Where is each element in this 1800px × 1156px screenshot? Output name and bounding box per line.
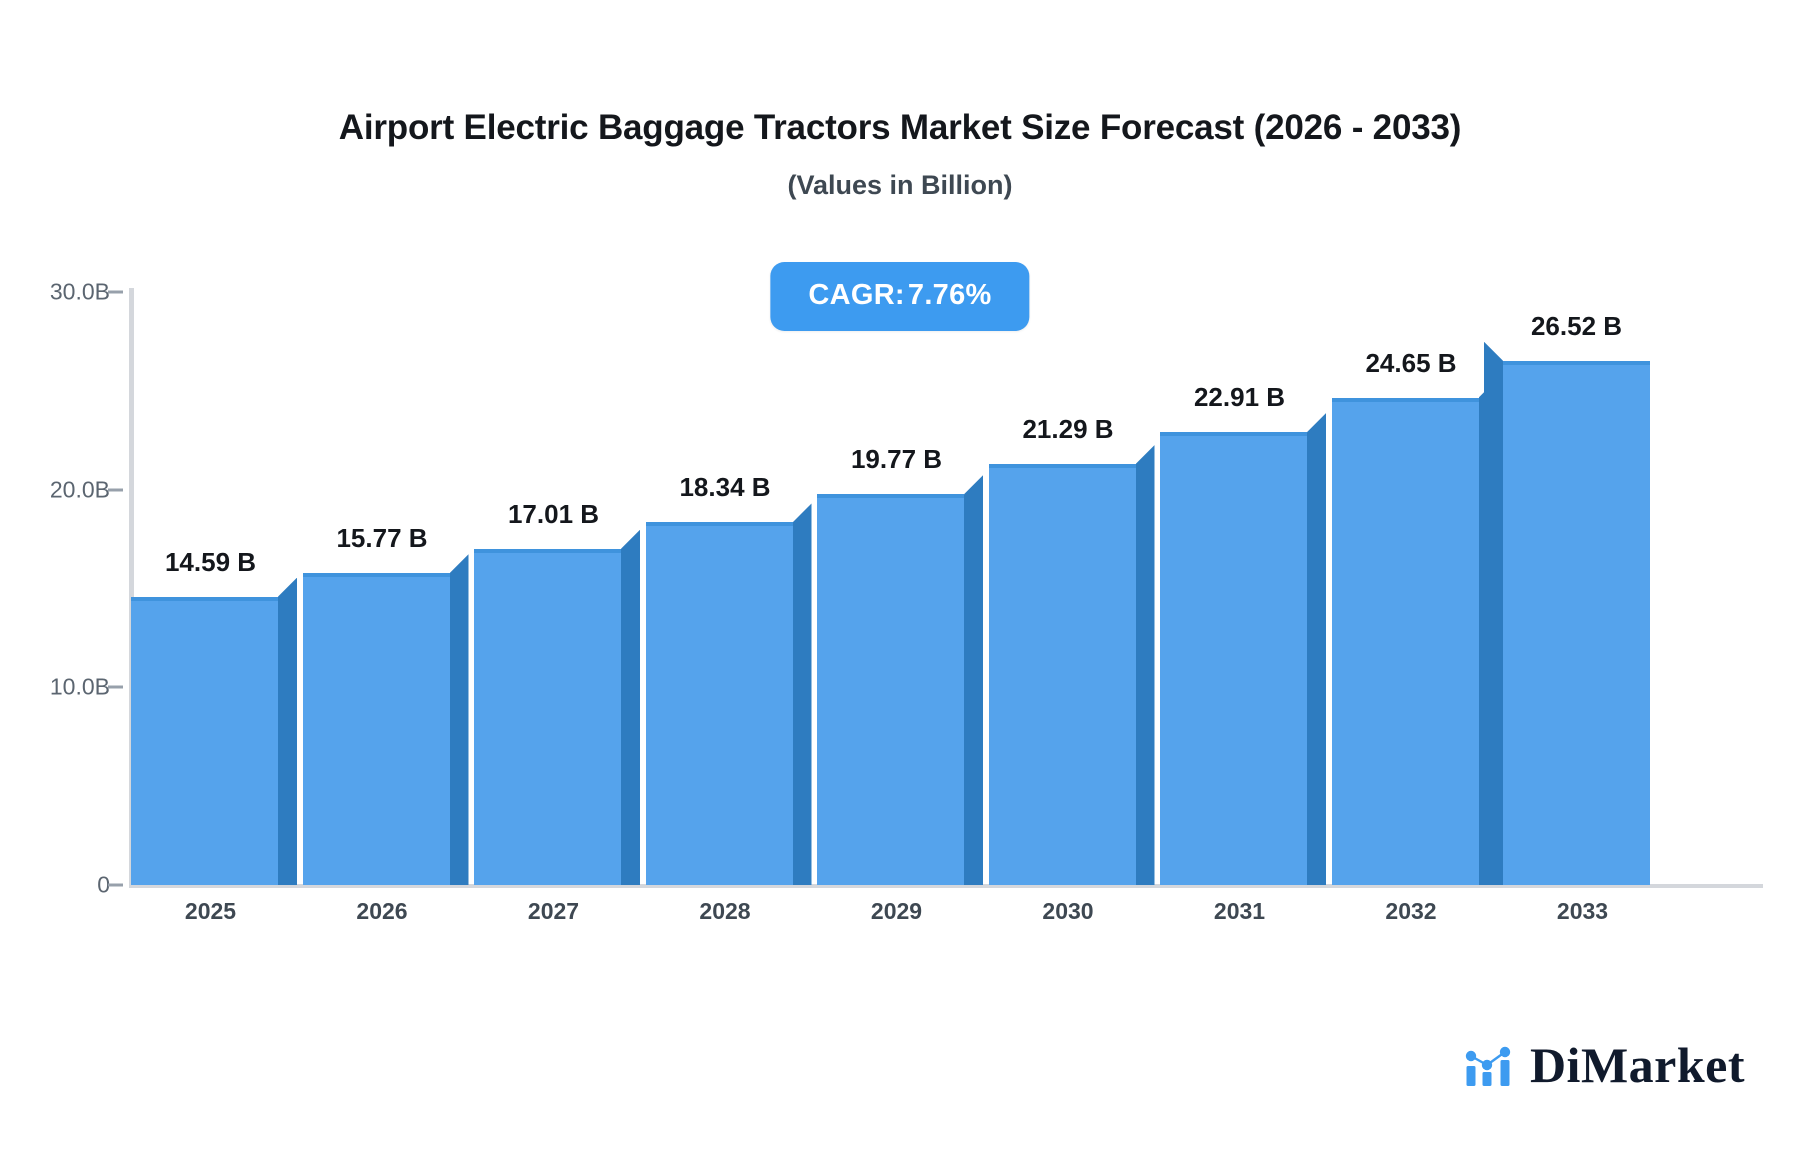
y-axis-line [129, 288, 134, 888]
bar-top-edge [1503, 360, 1650, 365]
bar-front-face [645, 522, 793, 885]
chart-subtitle: (Values in Billion) [787, 170, 1013, 200]
bar-value-label-2029: 19.77 B [850, 444, 943, 475]
bar-front-face [1503, 360, 1650, 885]
y-tick-mark-30 [108, 290, 123, 294]
bar-side-face [621, 529, 640, 885]
bar-value-label-2032: 24.65 B [1365, 347, 1457, 378]
x-tick-label-2027: 2027 [527, 898, 580, 924]
bar-top-edge [988, 464, 1136, 469]
cagr-unit: % [965, 279, 992, 311]
bar-top-edge [474, 548, 621, 553]
x-tick-label-2029: 2029 [870, 898, 923, 924]
y-tick-label-20: 20.0B [49, 476, 110, 503]
page-title: Airport Electric Baggage Tractors Market… [338, 108, 1462, 147]
x-tick-label-2026: 2026 [356, 898, 408, 924]
cagr-badge: CAGR: 7.76% [770, 262, 1030, 331]
brand-name: DiMarket [1529, 1037, 1745, 1093]
bar-front-face [817, 494, 964, 885]
brand-logo: DiMarket [1462, 1038, 1745, 1092]
x-tick-label-2033: 2033 [1556, 898, 1609, 924]
bar-front-face [474, 548, 621, 885]
bar-front-face [131, 596, 278, 885]
bar-top-edge [302, 573, 450, 578]
bar-value-label-2027: 17.01 B [507, 498, 600, 529]
x-tick-label-2028: 2028 [699, 898, 751, 924]
bar-value-label-2033: 26.52 B [1530, 310, 1623, 341]
bar-top-edge [1160, 432, 1307, 437]
cagr-value: 7.76 [907, 279, 966, 311]
x-tick-label-2025: 2025 [184, 898, 237, 924]
bar-side-face [964, 475, 983, 885]
bar-value-label-2025: 14.59 B [164, 546, 257, 577]
bar-top-edge [817, 494, 964, 499]
x-tick-label-2032: 2032 [1385, 898, 1437, 924]
x-axis-line [129, 884, 1763, 888]
x-tick-label-2031: 2031 [1213, 898, 1266, 924]
bar-top-edge [645, 522, 793, 527]
bar-front-face [1331, 397, 1479, 885]
bar-value-label-2031: 22.91 B [1193, 382, 1286, 413]
bar-top-edge [1331, 397, 1479, 402]
bar-value-label-2028: 18.34 B [679, 472, 771, 503]
bar-side-face [449, 554, 469, 885]
y-tick-mark-0 [108, 883, 123, 887]
y-tick-mark-20 [108, 488, 123, 492]
y-tick-label-0: 0 [97, 871, 110, 898]
bar-front-face [988, 464, 1136, 885]
bar-value-label-2030: 21.29 B [1022, 414, 1114, 445]
cagr-label: CAGR: [808, 279, 905, 311]
x-tick-label-2030: 2030 [1042, 898, 1094, 924]
bar-side-face [1135, 445, 1155, 885]
bar-top-edge [131, 596, 278, 601]
bar-side-face [1484, 341, 1503, 885]
bar-front-face [1160, 432, 1307, 885]
bar-side-face [278, 577, 297, 885]
y-tick-label-10: 10.0B [49, 673, 110, 700]
y-tick-label-30: 30.0B [49, 278, 110, 305]
bar-side-face [792, 503, 812, 885]
bar-front-face [302, 573, 450, 885]
y-tick-mark-10 [108, 685, 123, 689]
bar-side-face [1307, 413, 1326, 885]
bar-value-label-2026: 15.77 B [336, 523, 428, 554]
bar-chart-line-icon [1465, 1046, 1511, 1086]
